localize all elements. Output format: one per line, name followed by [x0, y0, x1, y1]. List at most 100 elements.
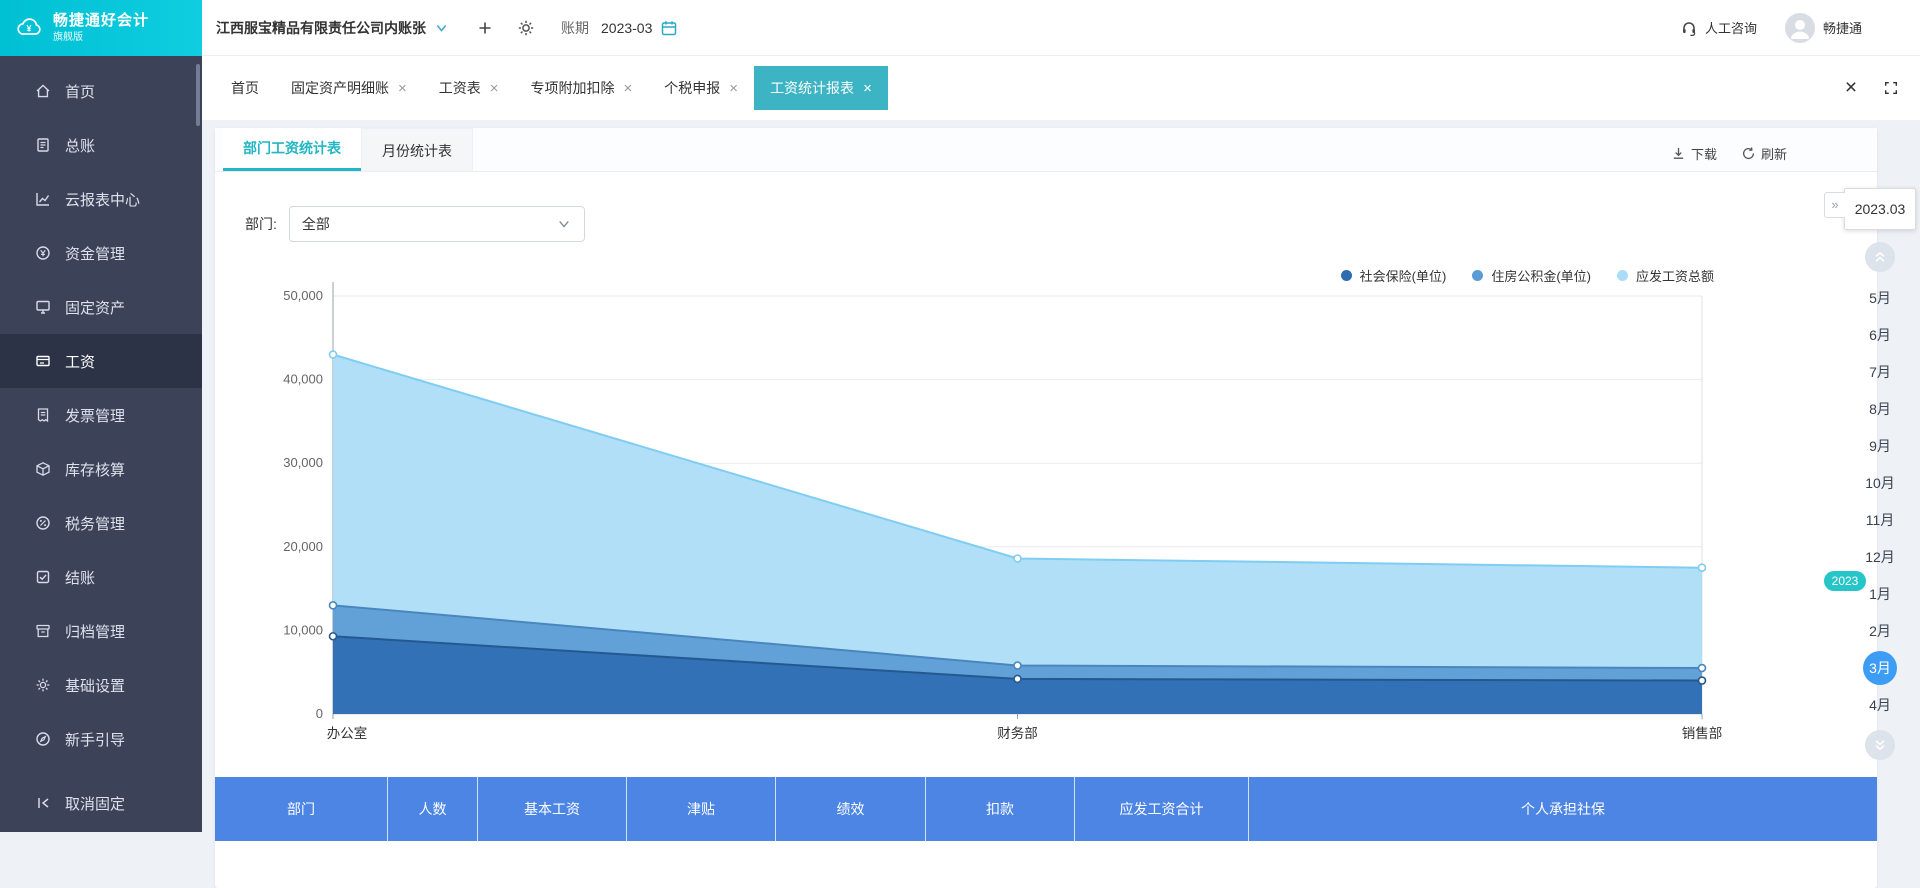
close-tab-icon[interactable]: ×: [863, 81, 872, 96]
month-item[interactable]: 2月: [1844, 613, 1916, 650]
table-column-header: 人数: [388, 777, 478, 841]
sidebar-item-funds[interactable]: 资金管理: [0, 226, 202, 280]
period-label: 账期: [561, 18, 589, 38]
report-chart-icon: [34, 190, 52, 208]
support-button[interactable]: 人工咨询: [1680, 18, 1757, 37]
month-item[interactable]: 10月: [1844, 465, 1916, 502]
sidebar-item-tax[interactable]: 税务管理: [0, 496, 202, 550]
month-item[interactable]: 11月: [1844, 502, 1916, 539]
settings-button[interactable]: [517, 19, 535, 37]
closing-check-icon: [34, 568, 52, 586]
close-all-tabs-button[interactable]: ×: [1830, 76, 1872, 100]
sidebar-item-closing[interactable]: 结账: [0, 550, 202, 604]
salary-icon: [34, 352, 52, 370]
download-label: 下载: [1691, 144, 1717, 163]
tab-special-deduction[interactable]: 专项附加扣除 ×: [515, 66, 649, 110]
svg-text:办公室: 办公室: [327, 725, 368, 741]
tab-fixed-asset-detail[interactable]: 固定资产明细账 ×: [275, 66, 423, 110]
month-item[interactable]: 4月: [1844, 687, 1916, 724]
tab-salary-table[interactable]: 工资表 ×: [423, 66, 515, 110]
current-period-box[interactable]: 2023.03 »: [1844, 188, 1916, 230]
sidebar-item-archive[interactable]: 归档管理: [0, 604, 202, 658]
tabbar: 首页 固定资产明细账 × 工资表 × 专项附加扣除 × 个税申报 × 工资统计报…: [202, 56, 1920, 120]
sidebar-item-fixed-assets[interactable]: 固定资产: [0, 280, 202, 334]
svg-text:20,000: 20,000: [283, 539, 323, 554]
sidebar-item-label: 税务管理: [65, 513, 125, 534]
period-picker-panel: 2023.03 » 5月 6月 7月 8月 9月 10月 11月 12月 1月 …: [1844, 188, 1916, 760]
department-select[interactable]: 全部: [289, 206, 585, 242]
close-tab-icon[interactable]: ×: [490, 81, 499, 96]
add-account-button[interactable]: [477, 20, 493, 36]
sidebar-item-cloud-reports[interactable]: 云报表中心: [0, 172, 202, 226]
brand-logo: ¥ 畅捷通好会计 旗舰版: [0, 0, 202, 56]
download-icon: [1671, 146, 1686, 161]
close-tab-icon[interactable]: ×: [398, 81, 407, 96]
table-column-header: 基本工资: [478, 777, 627, 841]
money-icon: [34, 244, 52, 262]
content-area: 部门工资统计表 月份统计表 下载 刷新 部门: 全部: [202, 120, 1920, 832]
support-label: 人工咨询: [1705, 18, 1757, 37]
brand-edition: 旗舰版: [53, 32, 149, 43]
subtab-month-stats[interactable]: 月份统计表: [361, 128, 473, 171]
subtab-department-stats[interactable]: 部门工资统计表: [223, 128, 361, 171]
department-select-value: 全部: [302, 214, 330, 234]
svg-text:10,000: 10,000: [283, 622, 323, 637]
avatar[interactable]: [1785, 13, 1815, 43]
archive-icon: [34, 622, 52, 640]
tab-label: 固定资产明细账: [291, 78, 389, 98]
table-column-header: 部门: [215, 777, 388, 841]
calendar-button[interactable]: [660, 19, 678, 37]
tabbar-controls: ×: [1830, 56, 1910, 120]
tab-label: 专项附加扣除: [531, 78, 615, 98]
table-column-header: 津贴: [627, 777, 776, 841]
month-item-selected[interactable]: 3月: [1844, 650, 1916, 687]
month-item[interactable]: 6月: [1844, 317, 1916, 354]
card-toolbar: 下载 刷新: [1671, 144, 1787, 163]
month-item[interactable]: 5月: [1844, 280, 1916, 317]
collapse-panel-button[interactable]: »: [1824, 192, 1845, 218]
fullscreen-icon: [1883, 80, 1899, 96]
close-tab-icon[interactable]: ×: [729, 81, 738, 96]
sidebar-item-label: 总账: [65, 135, 95, 156]
sidebar-item-inventory[interactable]: 库存核算: [0, 442, 202, 496]
fullscreen-button[interactable]: [1872, 80, 1910, 96]
cloud-logo-icon: ¥: [14, 15, 44, 41]
user-avatar-icon: [1785, 13, 1815, 43]
sidebar-item-salary[interactable]: 工资: [0, 334, 202, 388]
current-period-value: 2023.03: [1855, 201, 1906, 217]
home-icon: [34, 82, 52, 100]
tab-home[interactable]: 首页: [215, 66, 275, 110]
sidebar-item-invoices[interactable]: 发票管理: [0, 388, 202, 442]
close-tab-icon[interactable]: ×: [624, 81, 633, 96]
department-filter-label: 部门:: [245, 214, 277, 234]
svg-text:30,000: 30,000: [283, 455, 323, 470]
sidebar-item-home[interactable]: 首页: [0, 64, 202, 118]
tab-salary-stats-report[interactable]: 工资统计报表 ×: [754, 66, 888, 110]
month-item[interactable]: 7月: [1844, 354, 1916, 391]
download-button[interactable]: 下载: [1671, 144, 1717, 163]
table-column-header: 个人承担社保: [1249, 777, 1877, 841]
tab-income-tax[interactable]: 个税申报 ×: [648, 66, 754, 110]
company-selector[interactable]: 江西服宝精品有限责任公司内账张: [216, 18, 449, 38]
sidebar-item-settings[interactable]: 基础设置: [0, 658, 202, 712]
sidebar-unpin-button[interactable]: 取消固定: [0, 776, 202, 830]
svg-text:¥: ¥: [26, 24, 31, 34]
month-item[interactable]: 9月: [1844, 428, 1916, 465]
sidebar-scrollbar-thumb[interactable]: [196, 64, 200, 126]
period-value[interactable]: 2023-03: [601, 20, 652, 36]
refresh-button[interactable]: 刷新: [1741, 144, 1787, 163]
calendar-icon: [660, 19, 678, 37]
month-item[interactable]: 8月: [1844, 391, 1916, 428]
tab-label: 工资统计报表: [770, 78, 854, 98]
sidebar-item-guide[interactable]: 新手引导: [0, 712, 202, 766]
tab-label: 工资表: [439, 78, 481, 98]
chevron-down-icon: [556, 218, 572, 230]
sidebar-item-label: 结账: [65, 567, 95, 588]
scroll-months-up-button[interactable]: [1865, 242, 1895, 272]
sidebar-item-general-ledger[interactable]: 总账: [0, 118, 202, 172]
sidebar-item-label: 归档管理: [65, 621, 125, 642]
user-name[interactable]: 畅捷通: [1823, 18, 1862, 37]
svg-text:0: 0: [316, 706, 323, 721]
scroll-months-down-button[interactable]: [1865, 730, 1895, 760]
